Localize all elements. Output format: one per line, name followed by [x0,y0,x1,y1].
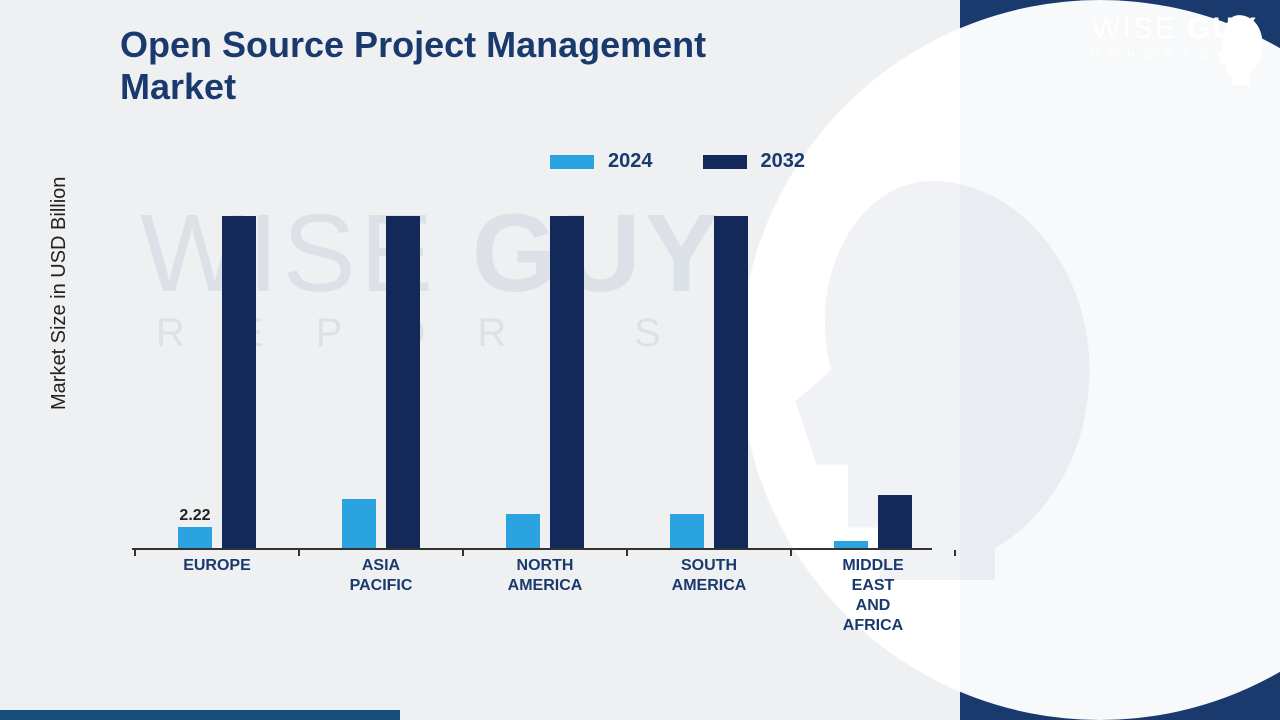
chart-title: Open Source Project Management Market [120,24,740,109]
bar-2032 [222,216,256,548]
bar-group: SOUTHAMERICA [634,190,784,550]
bar-chart: Market Size in USD Billion 2024 2032 2.2… [70,150,940,620]
axis-tick [790,550,792,556]
logo-brand-a: WISE [1092,12,1177,45]
legend-item-2032: 2032 [703,150,806,173]
bar-group: ASIAPACIFIC [306,190,456,550]
plot-area: 2.22EUROPEASIAPACIFICNORTHAMERICASOUTHAM… [132,190,932,550]
category-label: ASIAPACIFIC [306,550,456,596]
bar-2032 [878,495,912,548]
axis-tick [298,550,300,556]
legend-label-2032: 2032 [761,150,806,173]
bar-group: 2.22EUROPE [142,190,292,550]
logo-sub: REPORTS [988,48,1218,62]
axis-tick [462,550,464,556]
legend-item-2024: 2024 [550,150,653,173]
footer-accent-bar [0,710,400,720]
stage: WISE GUY REPORTS Open Source Project Man… [0,0,1280,720]
brand-logo: WISE GUY REPORTS [988,12,1258,62]
bar-2032 [550,216,584,548]
bar-2024 [506,514,540,548]
axis-tick [626,550,628,556]
bar-2032 [386,216,420,548]
logo-head-icon [1208,14,1264,86]
category-label: MIDDLEEASTANDAFRICA [798,550,948,636]
axis-tick [954,550,956,556]
axis-tick [134,550,136,556]
legend-label-2024: 2024 [608,150,653,173]
bar-value-label: 2.22 [179,507,210,525]
category-label: EUROPE [142,550,292,576]
bar-group: MIDDLEEASTANDAFRICA [798,190,948,550]
bar-2032 [714,216,748,548]
y-axis-label: Market Size in USD Billion [48,177,71,410]
bar-group: NORTHAMERICA [470,190,620,550]
legend-swatch-2024 [550,155,594,169]
bar-2024: 2.22 [178,527,212,548]
bar-2024 [670,514,704,548]
bar-2024 [834,541,868,548]
category-label: NORTHAMERICA [470,550,620,596]
bar-2024 [342,499,376,548]
legend-swatch-2032 [703,155,747,169]
category-label: SOUTHAMERICA [634,550,784,596]
legend: 2024 2032 [550,150,805,173]
